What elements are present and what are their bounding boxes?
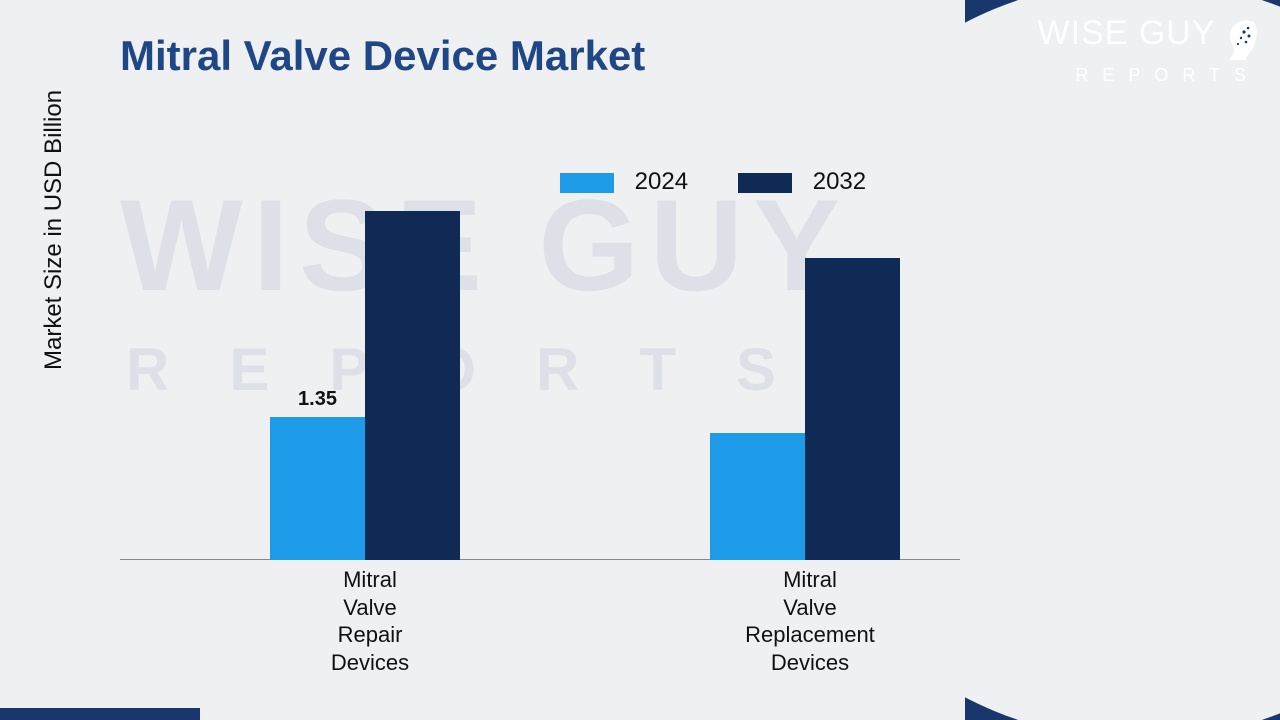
logo-line2: REPORTS <box>1038 66 1260 84</box>
category-label: MitralValveReplacementDevices <box>710 566 910 676</box>
legend-item-2024: 2024 <box>560 168 688 196</box>
logo-line1: WISE GUY <box>1038 14 1216 52</box>
bar <box>365 211 460 560</box>
plot-area: 1.35 <box>120 200 960 560</box>
legend-label-2032: 2032 <box>813 168 866 195</box>
head-profile-icon <box>1224 18 1260 62</box>
legend-label-2024: 2024 <box>635 168 688 195</box>
bar <box>270 417 365 560</box>
legend-swatch-2032 <box>738 173 792 193</box>
brand-logo: WISE GUY REPORTS <box>1038 16 1260 84</box>
legend-swatch-2024 <box>560 173 614 193</box>
bar <box>805 258 900 560</box>
x-axis-labels: MitralValveRepairDevices MitralValveRepla… <box>120 562 960 702</box>
infographic-canvas: WISE GUY REPORTS WISE GUY REPORTS Mitral… <box>0 0 1280 720</box>
legend-item-2032: 2032 <box>738 168 866 196</box>
bar <box>710 433 805 560</box>
chart-title: Mitral Valve Device Market <box>120 32 645 80</box>
bar-value-label: 1.35 <box>298 388 337 411</box>
bottom-accent-bar <box>0 708 200 720</box>
y-axis-label: Market Size in USD Billion <box>40 90 68 370</box>
category-label: MitralValveRepairDevices <box>270 566 470 676</box>
legend: 2024 2032 <box>560 168 866 196</box>
